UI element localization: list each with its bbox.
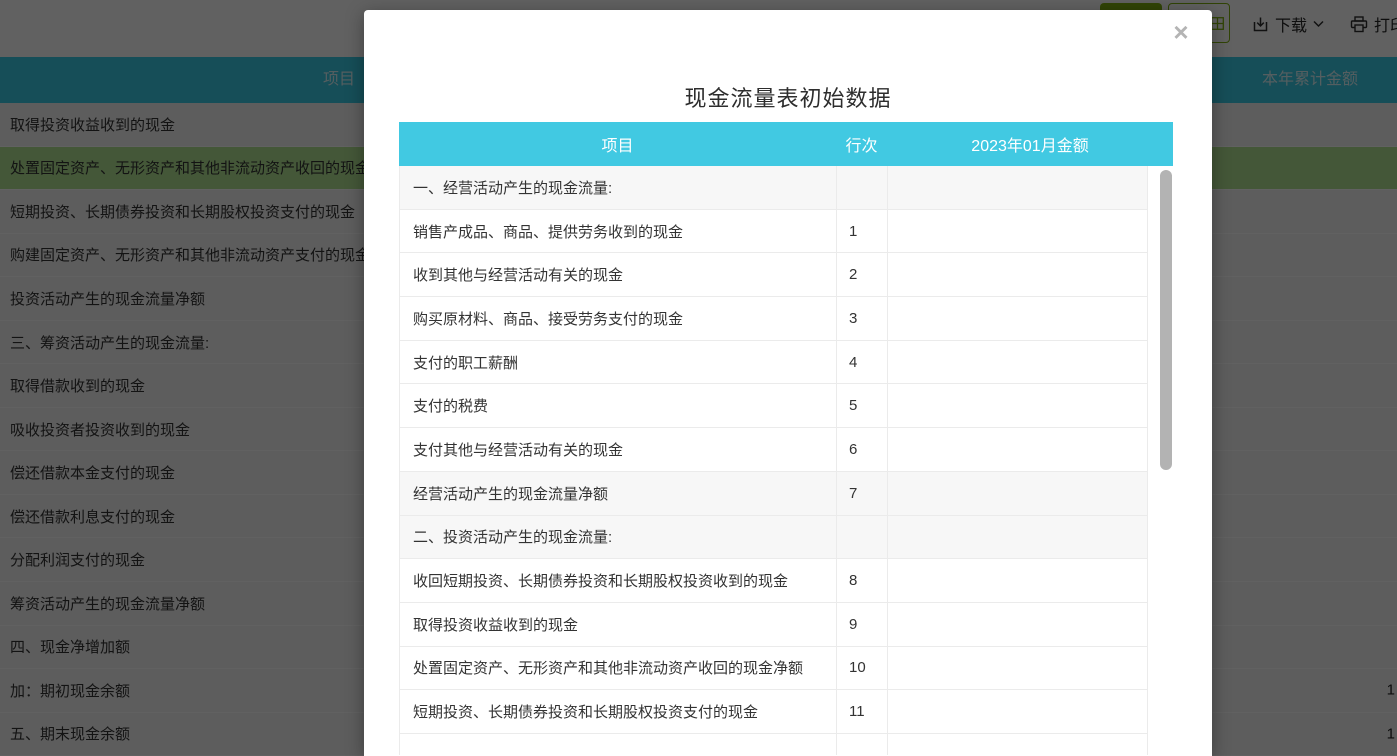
table-row: 销售产成品、商品、提供劳务收到的现金 1 (399, 209, 1148, 254)
table-row: 购买原材料、商品、接受劳务支付的现金 3 (399, 297, 1148, 341)
item-cell: 经营活动产生的现金流量净额 (400, 471, 837, 515)
item-cell: 二、投资活动产生的现金流量: (400, 515, 837, 559)
amount-cell[interactable] (888, 690, 1148, 733)
item-cell: 支付的税费 (400, 384, 837, 428)
table-row: 短期投资、长期债券投资和长期股权投资支付的现金 11 (399, 690, 1148, 734)
table-row: 处置固定资产、无形资产和其他非流动资产收回的现金净额 10 (399, 646, 1148, 691)
table-row: 取得投资收益收到的现金 9 (399, 602, 1148, 647)
table-row: 二、投资活动产生的现金流量: (399, 515, 1148, 560)
table-row: 经营活动产生的现金流量净额 7 (399, 471, 1148, 516)
amount-cell[interactable] (888, 209, 1148, 253)
line-cell (837, 733, 888, 755)
item-cell: 取得投资收益收到的现金 (400, 602, 837, 646)
amount-cell (888, 733, 1148, 755)
table-row: 支付的税费 5 (399, 384, 1148, 429)
item-cell: 收回短期投资、长期债券投资和长期股权投资收到的现金 (400, 559, 837, 602)
line-cell: 6 (837, 428, 888, 471)
amount-cell[interactable] (888, 515, 1148, 559)
line-cell: 5 (837, 384, 888, 428)
item-cell: 处置固定资产、无形资产和其他非流动资产收回的现金净额 (400, 646, 837, 690)
table-row-partial (399, 733, 1148, 755)
amount-cell[interactable] (888, 297, 1148, 340)
cash-flow-initial-data-dialog: × 现金流量表初始数据 项目 行次 2023年01月金额 一、经营活动产生的现金… (364, 10, 1212, 756)
line-cell: 1 (837, 209, 888, 253)
amount-cell[interactable] (888, 166, 1148, 209)
item-cell: 销售产成品、商品、提供劳务收到的现金 (400, 209, 837, 253)
amount-cell[interactable] (888, 559, 1148, 602)
table-row: 支付的职工薪酬 4 (399, 340, 1148, 385)
table-row: 支付其他与经营活动有关的现金 6 (399, 428, 1148, 472)
dialog-table-header: 项目 行次 2023年01月金额 (399, 122, 1173, 166)
column-header-line: 行次 (845, 138, 878, 155)
item-cell (400, 733, 837, 755)
line-cell: 4 (837, 340, 888, 384)
line-cell: 7 (837, 471, 888, 515)
item-cell: 支付其他与经营活动有关的现金 (400, 428, 837, 471)
dialog-table: 项目 行次 2023年01月金额 一、经营活动产生的现金流量: 销售产成品、商品… (399, 122, 1173, 755)
line-cell: 2 (837, 253, 888, 297)
close-icon[interactable]: × (1173, 17, 1189, 47)
line-cell (837, 166, 888, 209)
scrollbar-thumb[interactable] (1160, 170, 1172, 470)
line-cell: 3 (837, 297, 888, 340)
table-row: 收到其他与经营活动有关的现金 2 (399, 253, 1148, 298)
column-header-amount: 2023年01月金额 (971, 138, 1089, 155)
amount-cell[interactable] (888, 602, 1148, 646)
item-cell: 一、经营活动产生的现金流量: (400, 166, 837, 209)
line-cell: 8 (837, 559, 888, 602)
line-cell: 11 (837, 690, 888, 733)
table-row: 一、经营活动产生的现金流量: (399, 166, 1148, 210)
amount-cell[interactable] (888, 253, 1148, 297)
amount-cell[interactable] (888, 340, 1148, 384)
amount-cell[interactable] (888, 428, 1148, 471)
amount-cell[interactable] (888, 471, 1148, 515)
dialog-table-body: 一、经营活动产生的现金流量: 销售产成品、商品、提供劳务收到的现金 1 收到其他… (399, 166, 1173, 734)
amount-cell[interactable] (888, 646, 1148, 690)
item-cell: 收到其他与经营活动有关的现金 (400, 253, 837, 297)
item-cell: 购买原材料、商品、接受劳务支付的现金 (400, 297, 837, 340)
item-cell: 支付的职工薪酬 (400, 340, 837, 384)
line-cell: 9 (837, 602, 888, 646)
dialog-title: 现金流量表初始数据 (684, 86, 892, 111)
line-cell (837, 515, 888, 559)
line-cell: 10 (837, 646, 888, 690)
column-header-item: 项目 (601, 138, 634, 155)
amount-cell[interactable] (888, 384, 1148, 428)
table-row: 收回短期投资、长期债券投资和长期股权投资收到的现金 8 (399, 559, 1148, 603)
item-cell: 短期投资、长期债券投资和长期股权投资支付的现金 (400, 690, 837, 733)
